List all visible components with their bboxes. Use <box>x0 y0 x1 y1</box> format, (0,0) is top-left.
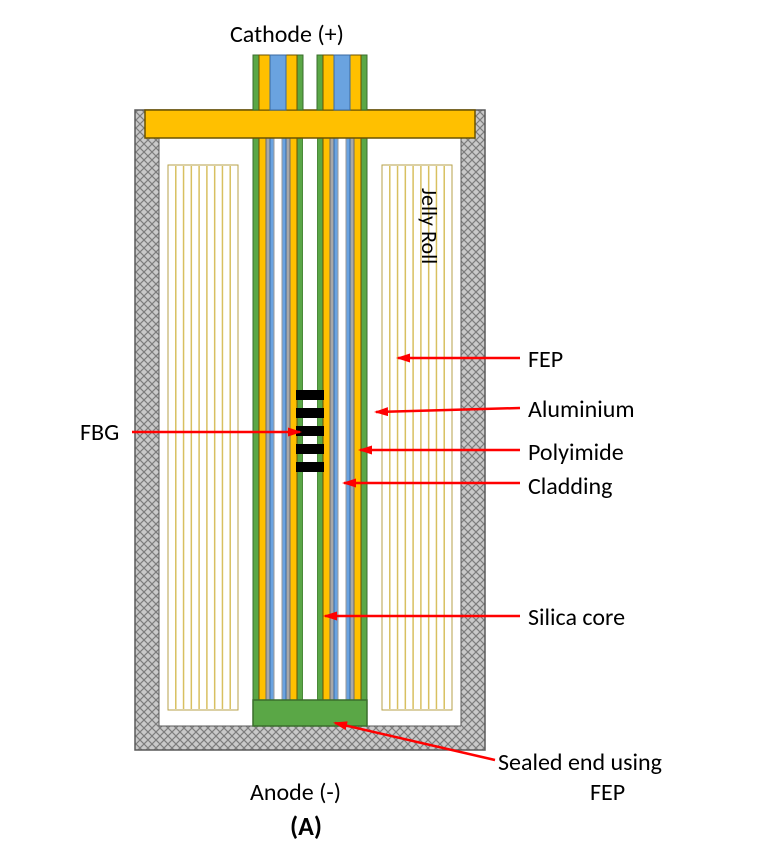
fbg-mark <box>296 408 324 418</box>
label-figletter: (A) <box>290 810 322 842</box>
fbg-mark <box>296 390 324 400</box>
fbg-mark <box>296 426 324 436</box>
label-sealed: Sealed end using <box>498 748 662 777</box>
terminal-cl-left <box>270 55 286 110</box>
label-jellyroll: Jelly Roll <box>416 188 443 264</box>
layer-silicacore-right <box>338 55 346 700</box>
top-cap <box>145 110 475 138</box>
label-aluminium: Aluminium <box>528 395 635 424</box>
label-silicacore: Silica core <box>528 603 625 632</box>
terminal-cl-right <box>334 55 350 110</box>
fbg-mark <box>296 444 324 454</box>
jellyroll-left <box>168 165 238 710</box>
sealed-end <box>253 700 367 726</box>
center-gap <box>303 55 317 700</box>
label-fep: FEP <box>528 345 563 374</box>
label-sealed2: FEP <box>590 778 625 807</box>
fbg-mark <box>296 462 324 472</box>
label-fbg: FBG <box>80 418 119 447</box>
label-anode: Anode (-) <box>250 778 341 807</box>
label-polyimide: Polyimide <box>528 438 624 467</box>
layer-silicacore-left <box>274 55 282 700</box>
label-cladding: Cladding <box>528 472 612 501</box>
label-cathode: Cathode (+) <box>230 20 344 49</box>
